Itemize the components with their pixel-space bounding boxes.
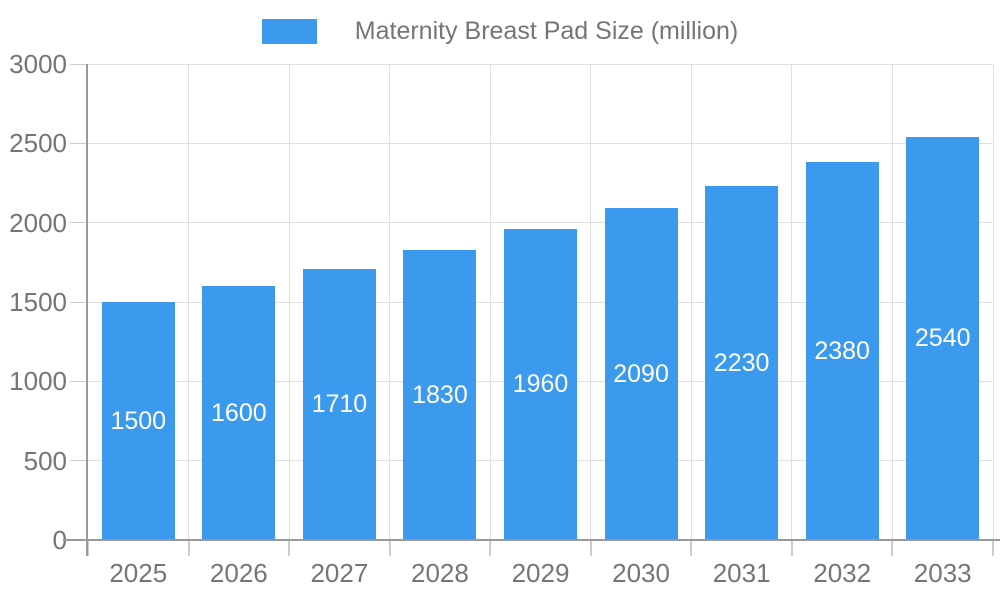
x-axis-label: 2031 <box>712 558 771 588</box>
legend-label: Maternity Breast Pad Size (million) <box>354 17 739 45</box>
x-axis-tick <box>388 541 391 556</box>
gridline-vertical <box>791 64 793 540</box>
x-axis-tick <box>589 541 592 556</box>
gridline-horizontal <box>88 222 993 224</box>
x-axis-label: 2032 <box>813 558 872 588</box>
x-axis-line <box>63 539 1000 541</box>
x-axis-label: 2028 <box>411 558 469 588</box>
legend-swatch <box>261 19 317 44</box>
bar-2033[interactable]: 2540 <box>906 136 980 540</box>
bar-2032[interactable]: 2380 <box>805 162 879 540</box>
y-axis-label: 500 <box>23 445 67 476</box>
x-axis-label: 2025 <box>109 558 168 588</box>
x-axis-tick <box>891 541 894 556</box>
bar-value-label: 1710 <box>311 390 368 419</box>
bar-value-label: 1830 <box>412 380 468 409</box>
y-axis-label: 1500 <box>9 287 67 317</box>
y-axis-tick <box>70 460 88 462</box>
gridline-vertical <box>288 64 290 540</box>
y-axis-line <box>86 64 88 556</box>
x-axis-label: 2027 <box>310 558 369 588</box>
y-axis-label: 2000 <box>9 207 67 238</box>
x-axis-tick <box>87 541 89 556</box>
y-axis-tick <box>70 142 88 144</box>
gridline-horizontal <box>88 63 993 65</box>
x-axis-label: 2030 <box>612 558 670 588</box>
gridline-vertical <box>590 64 592 540</box>
x-axis-label: 2026 <box>209 558 268 588</box>
x-axis-label: 2029 <box>511 558 570 588</box>
y-axis-tick <box>70 380 88 382</box>
gridline-vertical <box>389 64 391 540</box>
x-axis-tick <box>288 541 291 556</box>
bar-value-label: 1500 <box>110 407 167 435</box>
bar-value-label: 1960 <box>512 370 569 399</box>
bar-2031[interactable]: 2230 <box>705 186 779 540</box>
y-axis-tick <box>70 63 88 65</box>
bar-value-label: 2090 <box>613 360 669 389</box>
x-axis-tick <box>790 541 793 556</box>
x-axis-tick <box>690 541 693 556</box>
bar-value-label: 1600 <box>211 399 267 428</box>
bar-2027[interactable]: 1710 <box>302 268 376 540</box>
y-axis-label: 3000 <box>9 49 67 79</box>
x-axis-tick <box>992 541 994 556</box>
bar-value-label: 2380 <box>814 337 870 366</box>
bar-value-label: 2230 <box>713 349 770 378</box>
x-axis-label: 2033 <box>913 558 972 588</box>
y-axis-label: 1000 <box>9 366 67 397</box>
x-axis-tick <box>187 541 190 556</box>
bar-value-label: 2540 <box>914 324 971 353</box>
bar-2029[interactable]: 1960 <box>504 229 577 540</box>
gridline-vertical <box>489 64 491 540</box>
gridline-vertical <box>891 64 893 540</box>
x-axis-tick <box>489 541 492 556</box>
y-axis-tick <box>70 301 88 303</box>
legend-item[interactable]: Maternity Breast Pad Size (million) <box>0 19 1000 44</box>
gridline-vertical <box>690 64 692 540</box>
bar-2028[interactable]: 1830 <box>403 249 477 540</box>
y-axis-tick <box>70 222 88 224</box>
bar-2030[interactable]: 2090 <box>604 208 678 540</box>
y-axis-label: 0 <box>52 525 67 555</box>
gridline-vertical <box>992 64 994 540</box>
gridline-vertical <box>188 64 190 540</box>
bar-2025[interactable]: 1500 <box>101 302 175 540</box>
gridline-horizontal <box>88 142 993 144</box>
bar-2026[interactable]: 1600 <box>202 286 276 540</box>
y-axis-label: 2500 <box>9 128 67 159</box>
